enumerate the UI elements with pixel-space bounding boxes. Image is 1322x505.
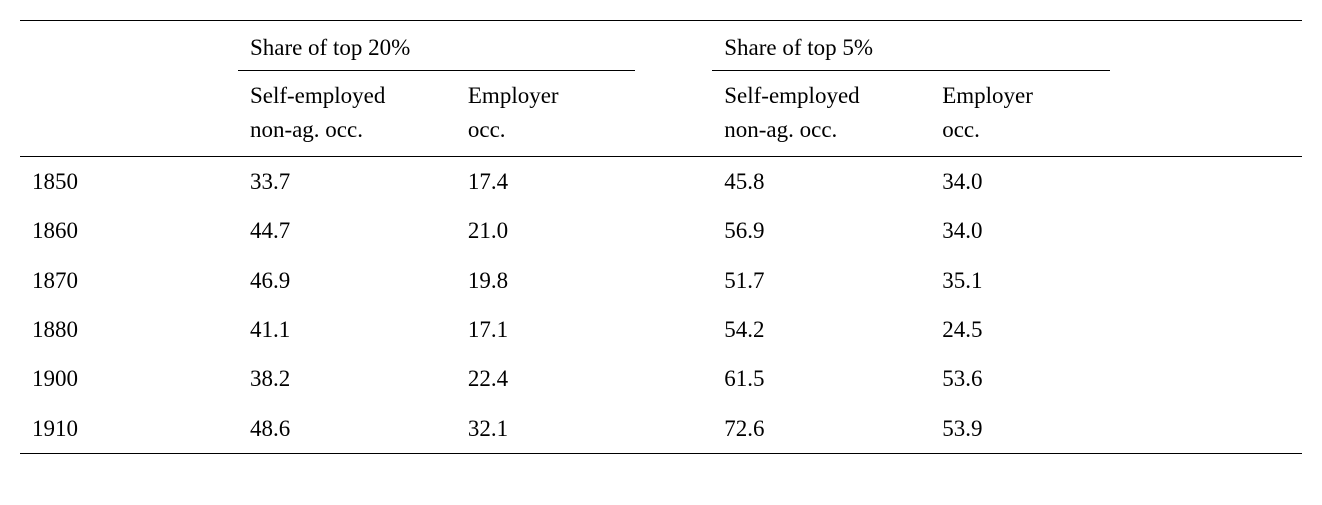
- year-cell: 1880: [20, 305, 238, 354]
- year-cell: 1900: [20, 354, 238, 403]
- pad-cell: [1110, 71, 1302, 157]
- col-header-line2: occ.: [942, 117, 980, 142]
- year-cell: 1860: [20, 206, 238, 255]
- top20-emp-cell: 21.0: [456, 206, 635, 255]
- top20-emp-cell: 22.4: [456, 354, 635, 403]
- blank-cell: [20, 71, 238, 157]
- top20-self-cell: 44.7: [238, 206, 456, 255]
- top5-emp-cell: 34.0: [930, 157, 1109, 207]
- top20-self-cell: 46.9: [238, 256, 456, 305]
- blank-cell: [20, 21, 238, 71]
- table-row: 1880 41.1 17.1 54.2 24.5: [20, 305, 1302, 354]
- top5-self-cell: 51.7: [712, 256, 930, 305]
- top20-self-cell: 48.6: [238, 404, 456, 454]
- share-table: Share of top 20% Share of top 5% Self-em…: [20, 20, 1302, 454]
- top5-emp-cell: 53.9: [930, 404, 1109, 454]
- table-row: 1870 46.9 19.8 51.7 35.1: [20, 256, 1302, 305]
- top5-self-cell: 72.6: [712, 404, 930, 454]
- pad-cell: [1110, 404, 1302, 454]
- top20-emp-cell: 19.8: [456, 256, 635, 305]
- pad-cell: [1110, 157, 1302, 207]
- year-cell: 1870: [20, 256, 238, 305]
- pad-cell: [1110, 21, 1302, 71]
- top20-emp-cell: 32.1: [456, 404, 635, 454]
- col-header-line1: Self-employed: [724, 83, 859, 108]
- gap-cell: [635, 21, 712, 71]
- top5-emp-cell: 35.1: [930, 256, 1109, 305]
- gap-cell: [635, 256, 712, 305]
- year-cell: 1850: [20, 157, 238, 207]
- gap-cell: [635, 305, 712, 354]
- gap-cell: [635, 354, 712, 403]
- top5-emp-cell: 53.6: [930, 354, 1109, 403]
- top20-self-cell: 38.2: [238, 354, 456, 403]
- col-header-line1: Employer: [942, 83, 1033, 108]
- sub-header-row: Self-employed non-ag. occ. Employer occ.…: [20, 71, 1302, 157]
- top20-self-cell: 33.7: [238, 157, 456, 207]
- top20-emp-cell: 17.4: [456, 157, 635, 207]
- col-header-line2: occ.: [468, 117, 506, 142]
- group-header-row: Share of top 20% Share of top 5%: [20, 21, 1302, 71]
- col-header-line1: Self-employed: [250, 83, 385, 108]
- table-row: 1900 38.2 22.4 61.5 53.6: [20, 354, 1302, 403]
- col-header-line2: non-ag. occ.: [724, 117, 837, 142]
- group-header-top5: Share of top 5%: [712, 21, 1109, 71]
- gap-cell: [635, 71, 712, 157]
- top5-self-cell: 61.5: [712, 354, 930, 403]
- col-header-line2: non-ag. occ.: [250, 117, 363, 142]
- gap-cell: [635, 206, 712, 255]
- pad-cell: [1110, 256, 1302, 305]
- top5-emp-cell: 34.0: [930, 206, 1109, 255]
- col-header-line1: Employer: [468, 83, 559, 108]
- year-cell: 1910: [20, 404, 238, 454]
- table-row: 1910 48.6 32.1 72.6 53.9: [20, 404, 1302, 454]
- pad-cell: [1110, 305, 1302, 354]
- top5-self-cell: 45.8: [712, 157, 930, 207]
- top5-self-cell: 56.9: [712, 206, 930, 255]
- group-header-top20: Share of top 20%: [238, 21, 635, 71]
- gap-cell: [635, 157, 712, 207]
- col-header-top20-self: Self-employed non-ag. occ.: [238, 71, 456, 157]
- top20-emp-cell: 17.1: [456, 305, 635, 354]
- top5-emp-cell: 24.5: [930, 305, 1109, 354]
- col-header-top5-emp: Employer occ.: [930, 71, 1109, 157]
- top5-self-cell: 54.2: [712, 305, 930, 354]
- table-row: 1850 33.7 17.4 45.8 34.0: [20, 157, 1302, 207]
- pad-cell: [1110, 206, 1302, 255]
- gap-cell: [635, 404, 712, 454]
- col-header-top5-self: Self-employed non-ag. occ.: [712, 71, 930, 157]
- pad-cell: [1110, 354, 1302, 403]
- top20-self-cell: 41.1: [238, 305, 456, 354]
- col-header-top20-emp: Employer occ.: [456, 71, 635, 157]
- table-row: 1860 44.7 21.0 56.9 34.0: [20, 206, 1302, 255]
